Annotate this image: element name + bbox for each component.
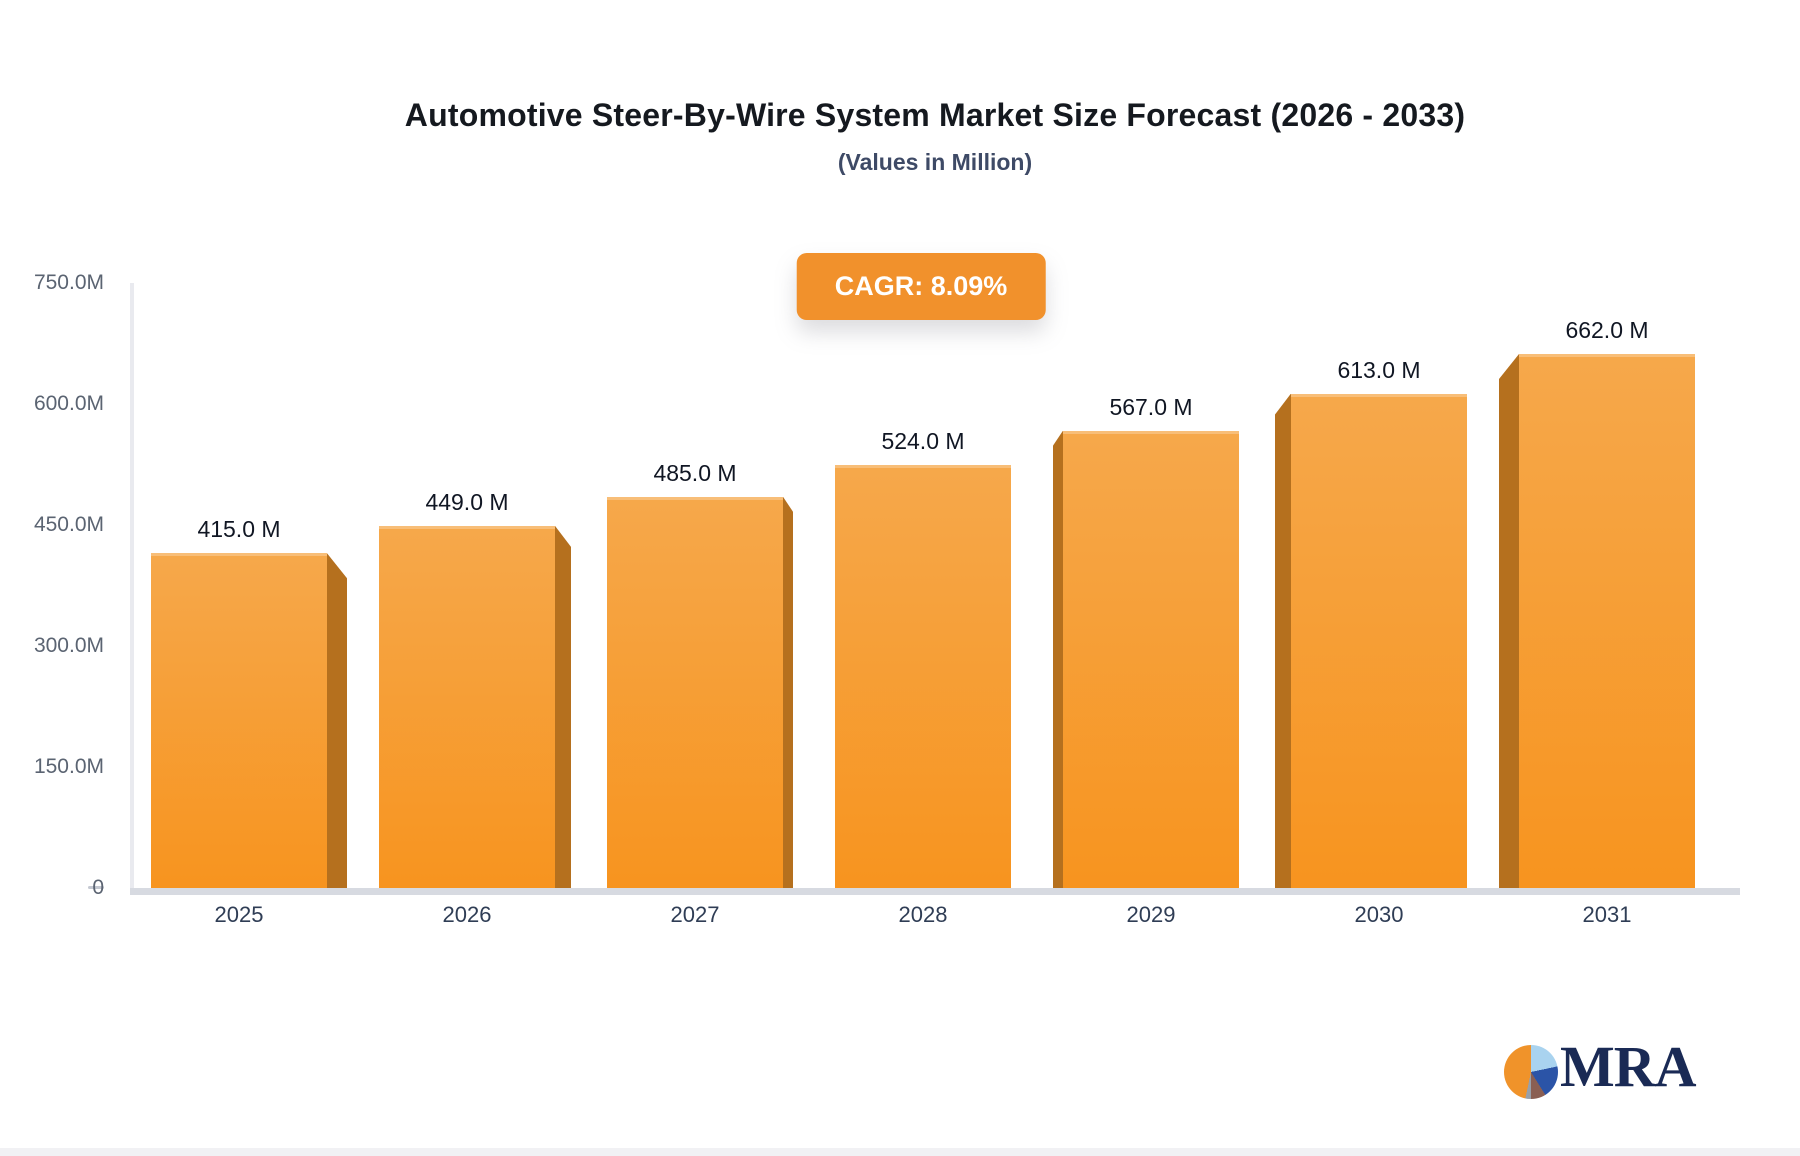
- cagr-badge: CAGR: 8.09%: [796, 253, 1046, 320]
- bar-2030: [1291, 393, 1467, 888]
- plot-area: 415.0 M 2025 449.0 M 2026 485.0 M 2027 524.0 M…: [130, 283, 1740, 927]
- bar-side-2027: [783, 496, 793, 888]
- x-tick-label-2025: 2025: [214, 902, 264, 927]
- y-tick-label-750.0M: 750.0M: [33, 271, 104, 294]
- y-tick-label-150.0M: 150.0M: [33, 755, 104, 778]
- footer-strip: [0, 1148, 1800, 1156]
- bar-value-label-2027: 485.0 M: [653, 459, 737, 486]
- x-tick-label-2030: 2030: [1354, 902, 1404, 927]
- x-tick-label-2031: 2031: [1582, 902, 1632, 927]
- bar-side-2029: [1053, 430, 1063, 888]
- chart-title: Automotive Steer-By-Wire System Market S…: [404, 97, 1466, 133]
- bar-2025: [151, 553, 327, 888]
- bar-side-2025: [327, 553, 347, 888]
- bar-2026: [379, 525, 555, 888]
- bar-side-2030: [1275, 393, 1291, 888]
- x-axis-baseline: [130, 888, 1740, 895]
- y-tick-label-450.0M: 450.0M: [33, 513, 104, 536]
- bar-2031: [1519, 354, 1695, 888]
- y-tick-label-0: 0: [92, 876, 104, 899]
- y-tick-label-600.0M: 600.0M: [33, 392, 104, 415]
- x-tick-label-2027: 2027: [670, 902, 720, 927]
- x-tick-label-2029: 2029: [1126, 902, 1176, 927]
- y-axis-labels: 750.0M 600.0M 450.0M 300.0M 150.0M 0: [0, 271, 118, 923]
- mra-logo: MRA: [1504, 1033, 1744, 1105]
- zero-tick-mark: [88, 886, 104, 889]
- bar-value-label-2028: 524.0 M: [881, 428, 965, 455]
- bar-side-2031: [1499, 354, 1519, 888]
- bar-value-label-2025: 415.0 M: [197, 516, 281, 543]
- bar-2029: [1063, 430, 1239, 888]
- chart-subtitle: (Values in Million): [837, 149, 1033, 175]
- y-tick-label-300.0M: 300.0M: [33, 634, 104, 657]
- bar-2028: [835, 465, 1011, 888]
- y-axis-line: [130, 283, 134, 892]
- bar-value-label-2031: 662.0 M: [1565, 316, 1649, 343]
- x-tick-label-2028: 2028: [898, 902, 948, 927]
- logo-text: MRA: [1560, 1034, 1697, 1099]
- bar-side-2026: [555, 525, 571, 888]
- bar-value-label-2026: 449.0 M: [425, 488, 509, 515]
- pie-chart-logo-icon: [1504, 1045, 1558, 1099]
- x-tick-label-2026: 2026: [442, 902, 492, 927]
- bar-value-label-2029: 567.0 M: [1109, 393, 1193, 420]
- bar-value-label-2030: 613.0 M: [1337, 356, 1421, 383]
- bar-2027: [607, 496, 783, 888]
